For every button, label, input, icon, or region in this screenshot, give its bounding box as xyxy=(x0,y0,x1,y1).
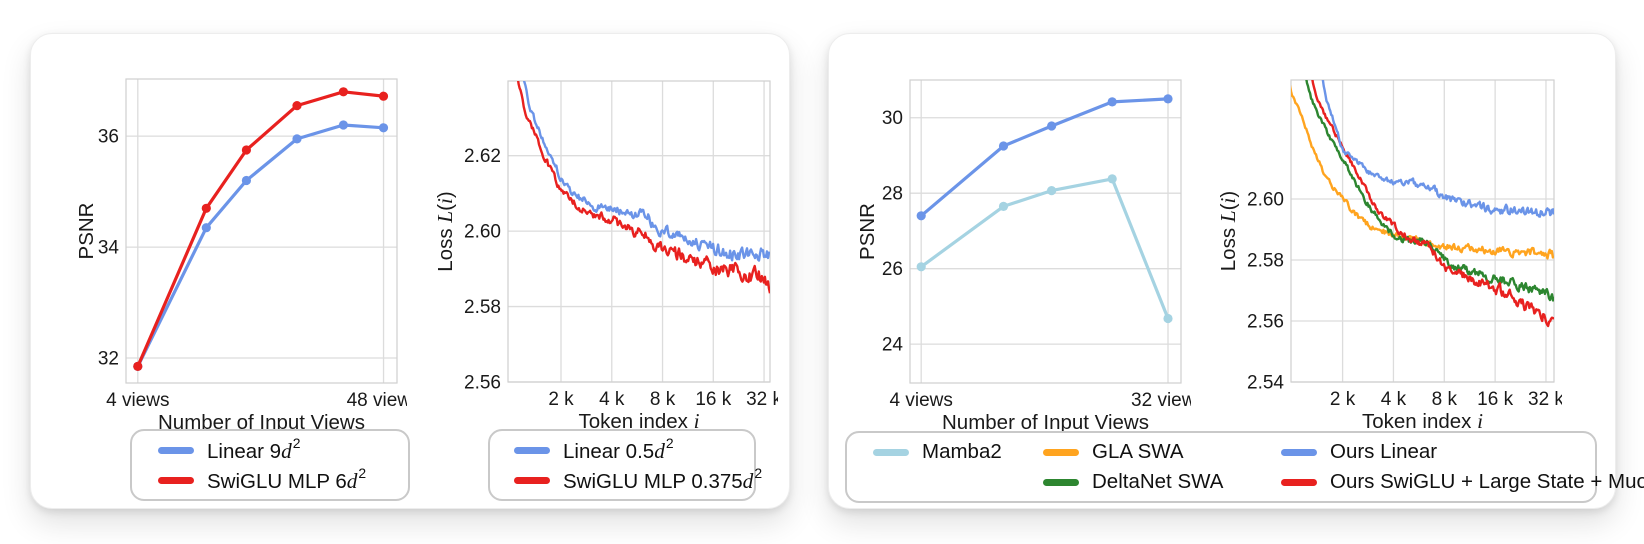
svg-text:32 k: 32 k xyxy=(746,389,778,410)
svg-text:Number of Input Views: Number of Input Views xyxy=(158,411,365,433)
legend-column: Linear 9d2 SwiGLU MLP 6d2 xyxy=(158,435,408,495)
legend-column: GLA SWA DeltaNet SWA xyxy=(1043,437,1281,497)
svg-text:2.54: 2.54 xyxy=(1247,373,1284,394)
legend-swatch-icon xyxy=(514,446,550,454)
svg-text:4 views: 4 views xyxy=(106,390,169,411)
svg-text:32 k: 32 k xyxy=(1528,389,1562,410)
legend-item: Mamba2 xyxy=(873,437,1043,467)
legend-label: Ours Linear xyxy=(1330,440,1438,463)
svg-text:32 views: 32 views xyxy=(1131,390,1191,411)
svg-text:8 k: 8 k xyxy=(1432,389,1458,410)
legend-column: Linear 0.5d2 SwiGLU MLP 0.375d2 xyxy=(514,435,762,495)
legend-item: DeltaNet SWA xyxy=(1043,467,1281,497)
svg-text:48 views: 48 views xyxy=(347,390,407,411)
loss-vs-token-chart-right: 2.54 2.56 2.58 2.60 2 k 4 k 8 k 16 k 32 k Token i… xyxy=(1213,70,1564,433)
svg-text:4 k: 4 k xyxy=(599,389,625,410)
right-figure-panel: 24 26 28 30 4 views 32 viewsNumber of Input V… xyxy=(828,33,1644,509)
legend-label: Linear 9d2 xyxy=(207,434,301,463)
left-figure-panel: 32 34 36 4 views 48 viewsNumber of Input Vie… xyxy=(30,33,790,509)
svg-text:26: 26 xyxy=(882,259,903,280)
legend-swatch-icon xyxy=(1043,478,1079,486)
legend-item: Ours Linear xyxy=(1281,437,1644,467)
svg-text:2.62: 2.62 xyxy=(464,146,501,167)
svg-text:16 k: 16 k xyxy=(1477,389,1513,410)
legend-item: Ours SwiGLU + Large State + Muon xyxy=(1281,467,1644,497)
right-loss-svg: 2.54 2.56 2.58 2.60 2 k 4 k 8 k 16 k 32 k Token i… xyxy=(1216,79,1564,433)
legend-swatch-icon xyxy=(158,446,194,454)
legend-label: GLA SWA xyxy=(1092,440,1184,463)
svg-text:24: 24 xyxy=(882,335,904,356)
svg-text:8 k: 8 k xyxy=(650,389,676,410)
svg-text:2.58: 2.58 xyxy=(464,297,501,318)
right-psnr-svg: 24 26 28 30 4 views 32 viewsNumber of Input V… xyxy=(856,79,1205,434)
legend-swatch-icon xyxy=(158,476,194,484)
svg-text:28: 28 xyxy=(882,184,903,205)
legend-swatch-icon xyxy=(873,448,909,456)
legend-label: SwiGLU MLP 0.375d2 xyxy=(563,464,763,493)
svg-text:2 k: 2 k xyxy=(548,389,574,410)
svg-text:2.56: 2.56 xyxy=(464,373,501,394)
svg-text:Number of Input Views: Number of Input Views xyxy=(942,411,1149,433)
legend-swatch-icon xyxy=(1281,448,1317,456)
legend-left-loss: Linear 0.5d2 SwiGLU MLP 0.375d2 xyxy=(488,429,762,501)
loss-vs-token-chart-left: 2.56 2.58 2.60 2.62 2 k 4 k 8 k 16 k 32 k Token i… xyxy=(430,71,783,433)
svg-text:4 k: 4 k xyxy=(1381,389,1407,410)
svg-text:4 views: 4 views xyxy=(890,390,953,411)
psnr-vs-views-chart-right: 24 26 28 30 4 views 32 viewsNumber of Input V… xyxy=(850,70,1205,434)
svg-text:16 k: 16 k xyxy=(695,389,731,410)
svg-text:36: 36 xyxy=(98,127,119,148)
svg-text:34: 34 xyxy=(98,238,120,259)
svg-text:2.60: 2.60 xyxy=(464,222,501,243)
svg-text:2.58: 2.58 xyxy=(1247,250,1284,271)
svg-text:2.60: 2.60 xyxy=(1247,189,1284,210)
legend-label: SwiGLU MLP 6d2 xyxy=(207,464,367,493)
legend-label: Mamba2 xyxy=(922,440,1002,463)
svg-text:Token index i: Token index i xyxy=(1362,409,1483,432)
legend-swatch-icon xyxy=(514,476,550,484)
psnr-vs-views-chart-left: 32 34 36 4 views 48 viewsNumber of Input Vie… xyxy=(66,69,420,434)
legend-swatch-icon xyxy=(1281,478,1317,486)
legend-item: SwiGLU MLP 0.375d2 xyxy=(514,465,762,495)
legend-item: GLA SWA xyxy=(1043,437,1281,467)
left-loss-svg: 2.56 2.58 2.60 2.62 2 k 4 k 8 k 16 k 32 k Token i… xyxy=(433,80,783,433)
legend-label: DeltaNet SWA xyxy=(1092,470,1224,493)
legend-left-psnr: Linear 9d2 SwiGLU MLP 6d2 xyxy=(130,429,410,501)
legend-item: Linear 0.5d2 xyxy=(514,435,762,465)
legend-right: Mamba2 GLA SWA DeltaNet SWA Ours Linear Ours… xyxy=(845,431,1644,503)
left-psnr-svg: 32 34 36 4 views 48 viewsNumber of Input Vie… xyxy=(75,78,420,434)
svg-text:Loss L(i): Loss L(i) xyxy=(433,191,457,271)
legend-label: Linear 0.5d2 xyxy=(563,434,674,463)
svg-text:2.56: 2.56 xyxy=(1247,311,1284,332)
svg-text:Loss L(i): Loss L(i) xyxy=(1216,191,1240,271)
svg-text:32: 32 xyxy=(98,349,119,370)
legend-column: Ours Linear Ours SwiGLU + Large State + M… xyxy=(1281,437,1644,497)
legend-column: Mamba2 xyxy=(873,437,1043,497)
svg-text:2 k: 2 k xyxy=(1330,389,1356,410)
legend-swatch-icon xyxy=(1043,448,1079,456)
svg-text:30: 30 xyxy=(882,108,903,129)
svg-text:PSNR: PSNR xyxy=(75,203,98,260)
legend-item: SwiGLU MLP 6d2 xyxy=(158,465,408,495)
legend-item: Linear 9d2 xyxy=(158,435,408,465)
legend-label: Ours SwiGLU + Large State + Muon xyxy=(1330,470,1644,493)
svg-text:Token index i: Token index i xyxy=(578,409,699,432)
svg-text:PSNR: PSNR xyxy=(856,203,879,260)
